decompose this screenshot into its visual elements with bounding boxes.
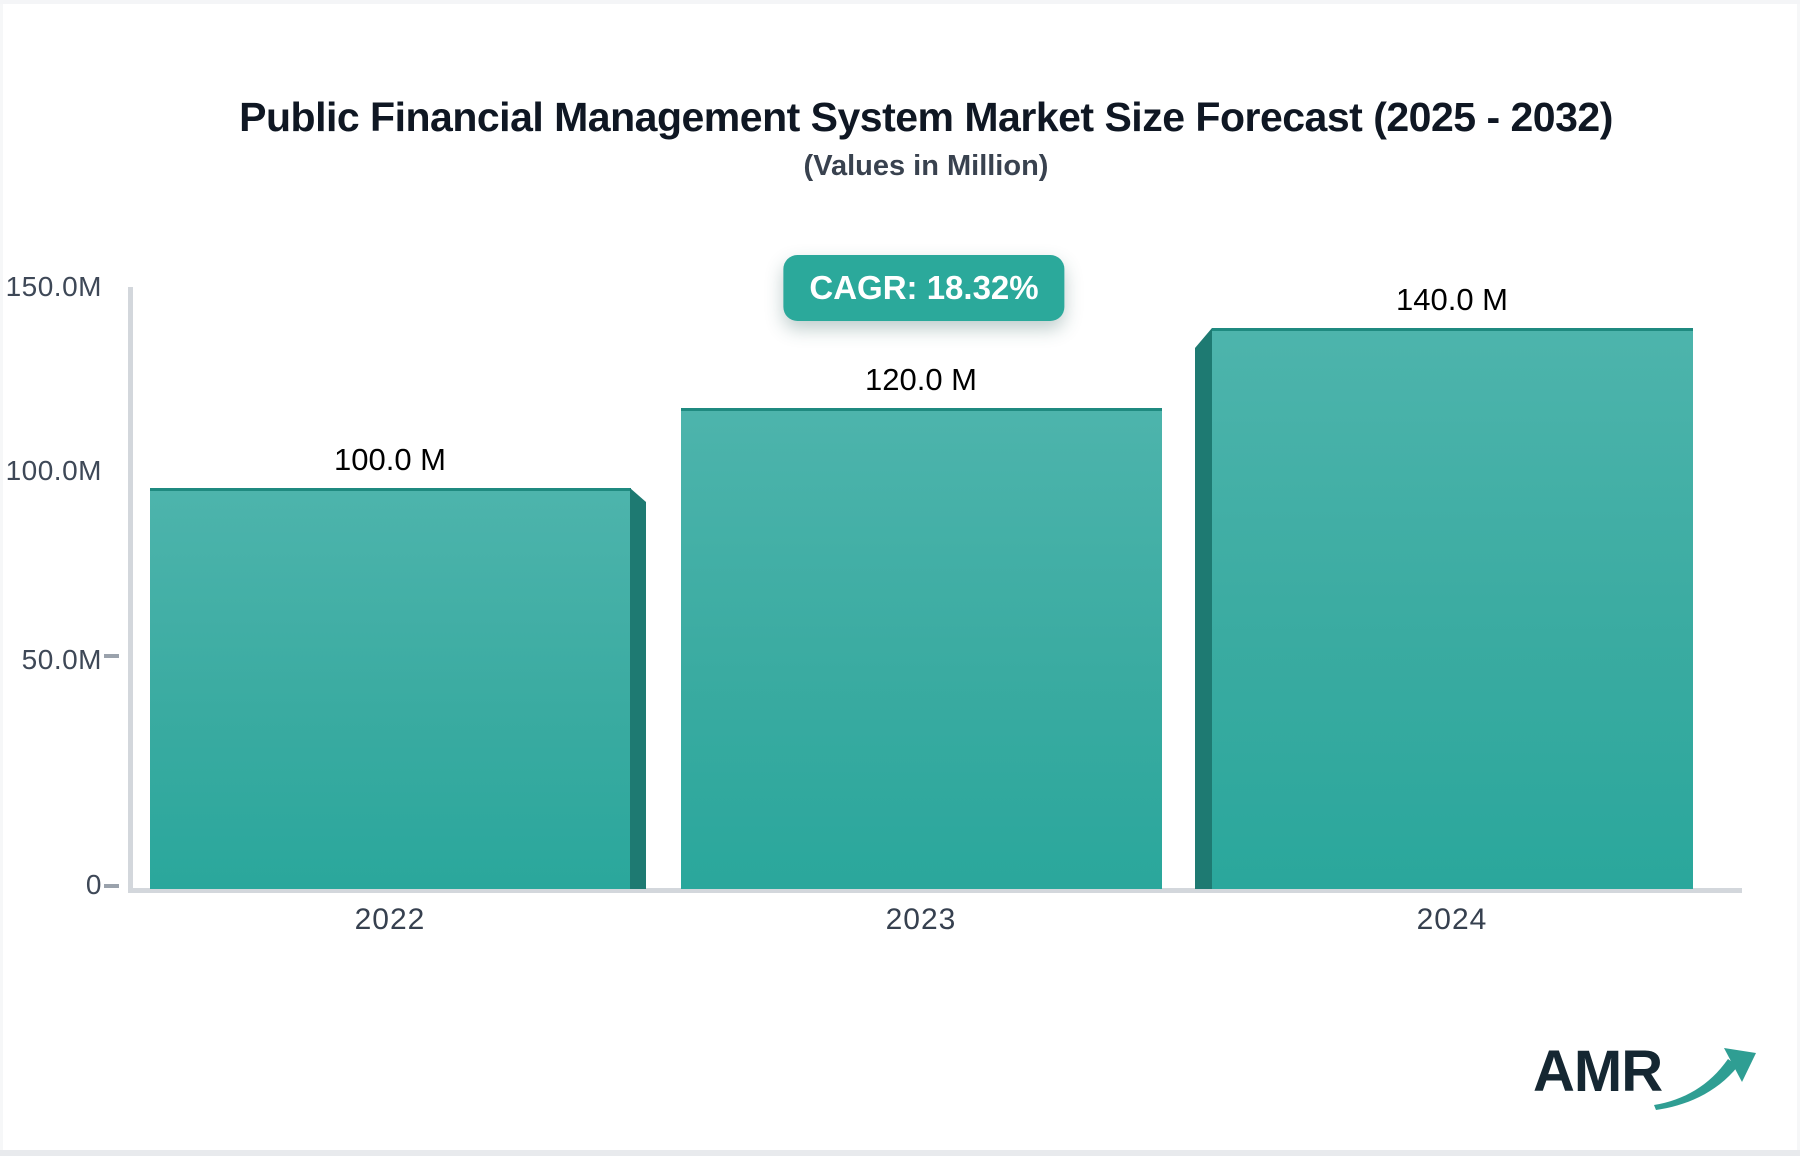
bar-value-label: 120.0 M xyxy=(864,362,977,397)
y-axis-tick-label: 50.0M xyxy=(21,644,102,675)
y-axis-tick-label: 150.0M xyxy=(5,271,102,302)
bar-2024 xyxy=(1211,328,1693,889)
y-axis-tick-label: 100.0M xyxy=(5,455,102,486)
y-axis-line xyxy=(128,287,133,891)
bar-value-label: 100.0 M xyxy=(333,442,446,477)
amr-logo-text: AMR xyxy=(1533,1039,1663,1104)
x-axis-line xyxy=(128,888,1742,893)
bar-2022 xyxy=(149,488,631,889)
y-axis-tick-mark xyxy=(104,654,119,658)
x-axis-category-label: 2024 xyxy=(1416,903,1488,936)
chart-title: Public Financial Management System Marke… xyxy=(239,94,1613,140)
y-axis-tick-label: 0 xyxy=(85,869,102,900)
cagr-badge: CAGR: 18.32% xyxy=(783,255,1065,321)
chart-subtitle: (Values in Million) xyxy=(803,150,1049,182)
bar-2022-side-face xyxy=(630,488,646,889)
bar-2023 xyxy=(680,408,1162,889)
growth-arrow-icon xyxy=(1654,1048,1756,1110)
y-axis-tick-mark xyxy=(104,884,119,888)
x-axis-category-label: 2022 xyxy=(354,903,426,936)
bar-value-label: 140.0 M xyxy=(1395,282,1508,317)
amr-logo: AMR xyxy=(1533,1038,1763,1128)
x-axis-category-label: 2023 xyxy=(885,903,957,936)
bar-2024-side-face xyxy=(1195,328,1212,889)
